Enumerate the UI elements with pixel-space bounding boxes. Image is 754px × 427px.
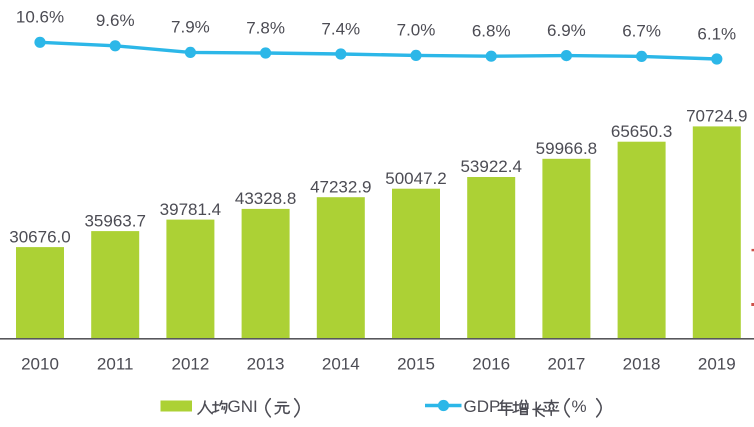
svg-text:59966.8: 59966.8 <box>536 139 597 158</box>
svg-text:2010: 2010 <box>21 355 59 374</box>
svg-text:2019: 2019 <box>698 355 736 374</box>
svg-text:6.1%: 6.1% <box>697 24 736 43</box>
svg-text:10.6%: 10.6% <box>16 8 64 27</box>
svg-text:35963.7: 35963.7 <box>84 211 145 230</box>
svg-text:6.8%: 6.8% <box>472 22 511 41</box>
svg-text:2015: 2015 <box>397 355 435 374</box>
svg-text:6.7%: 6.7% <box>622 22 661 41</box>
svg-text:%: % <box>572 397 587 416</box>
svg-text:2016: 2016 <box>472 355 510 374</box>
svg-text:7.0%: 7.0% <box>397 21 436 40</box>
svg-text:30676.0: 30676.0 <box>9 227 70 246</box>
svg-text:2018: 2018 <box>623 355 661 374</box>
svg-text:65650.3: 65650.3 <box>611 122 672 141</box>
svg-text:GDP: GDP <box>464 397 501 416</box>
svg-text:50047.2: 50047.2 <box>385 169 446 188</box>
svg-text:7.8%: 7.8% <box>246 18 285 37</box>
svg-text:43328.8: 43328.8 <box>235 189 296 208</box>
svg-text:47232.9: 47232.9 <box>310 177 371 196</box>
svg-text:2011: 2011 <box>97 355 134 374</box>
svg-text:2013: 2013 <box>247 355 285 374</box>
svg-text:6.9%: 6.9% <box>547 21 586 40</box>
svg-text:53922.4: 53922.4 <box>460 157 521 176</box>
svg-text:9.6%: 9.6% <box>96 11 135 30</box>
svg-text:2014: 2014 <box>322 355 360 374</box>
svg-text:70724.9: 70724.9 <box>686 107 747 126</box>
svg-text:GNI: GNI <box>228 397 258 416</box>
svg-text:7.4%: 7.4% <box>321 19 360 38</box>
svg-text:39781.4: 39781.4 <box>160 200 221 219</box>
svg-text:7.9%: 7.9% <box>171 18 210 37</box>
svg-text:2012: 2012 <box>171 355 209 374</box>
svg-text:2017: 2017 <box>547 355 585 374</box>
